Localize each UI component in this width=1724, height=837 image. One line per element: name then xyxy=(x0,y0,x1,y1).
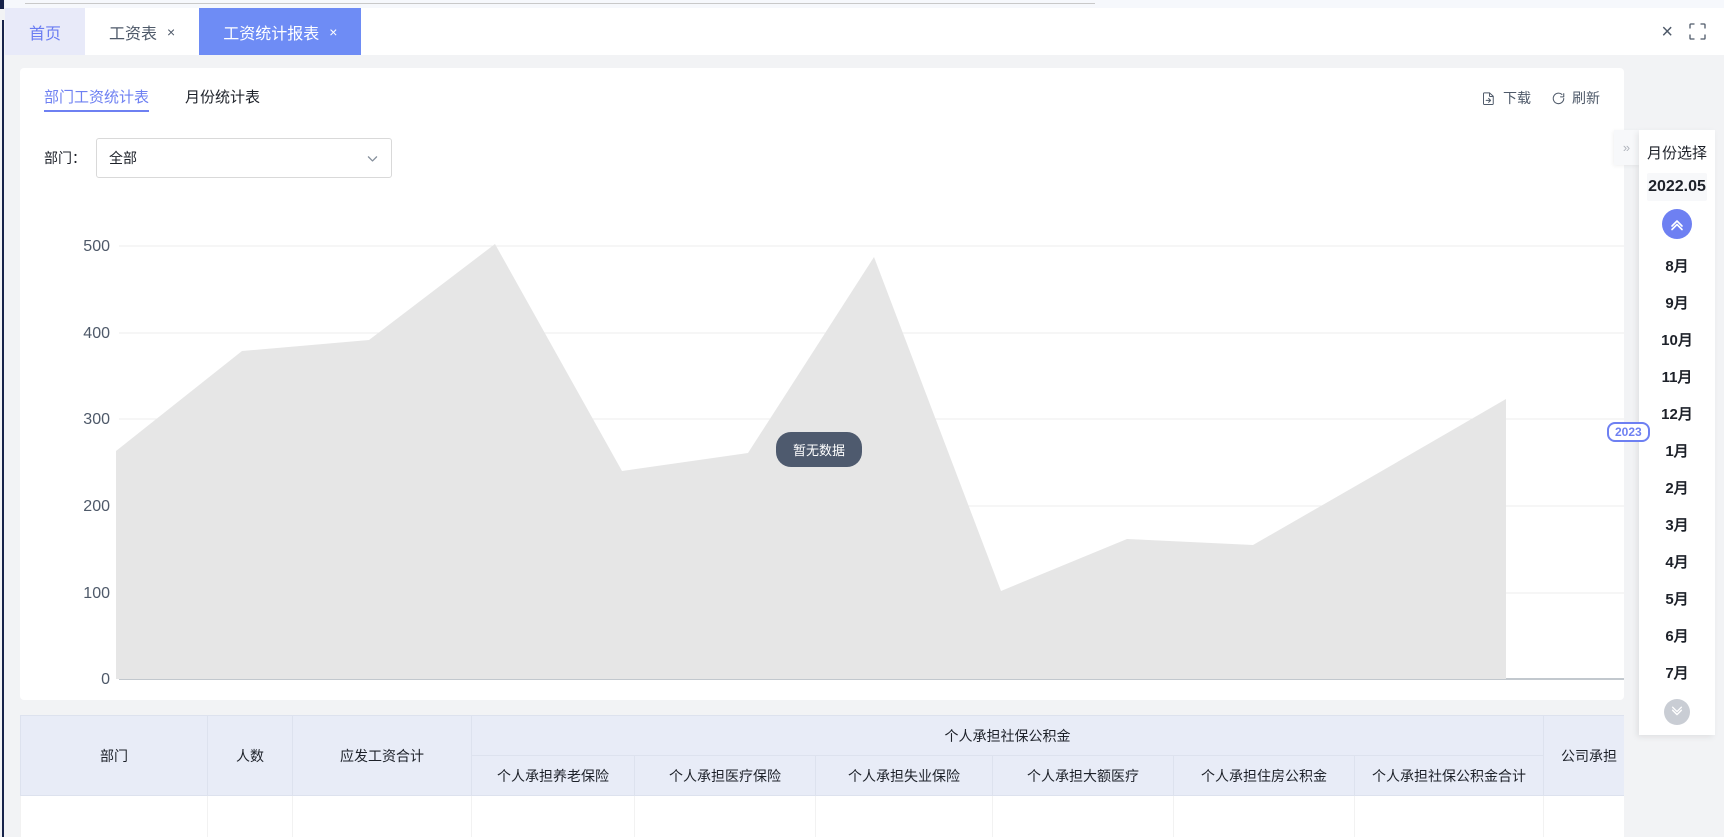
svg-text:0: 0 xyxy=(101,671,110,688)
svg-text:500: 500 xyxy=(83,238,110,255)
svg-text:100: 100 xyxy=(83,585,110,602)
svg-text:200: 200 xyxy=(83,498,110,515)
svg-text:300: 300 xyxy=(83,411,110,428)
svg-text:400: 400 xyxy=(83,325,110,342)
